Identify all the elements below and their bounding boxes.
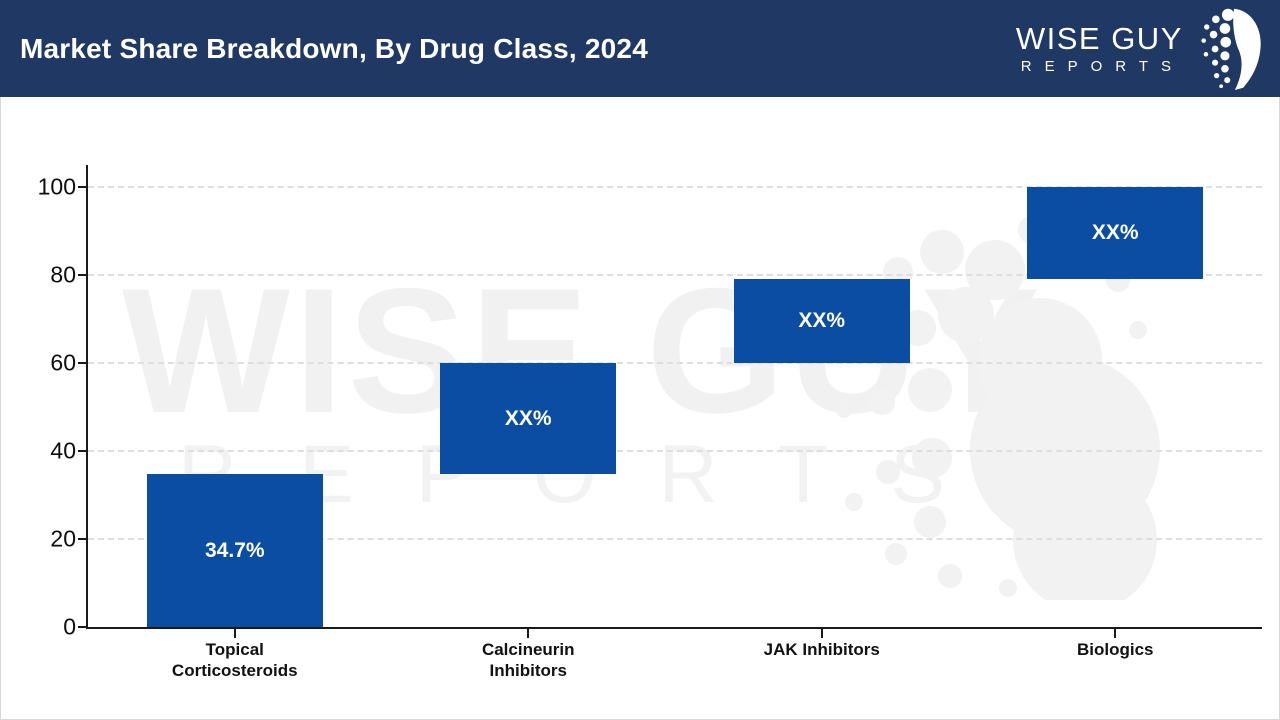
page-title: Market Share Breakdown, By Drug Class, 2… <box>20 32 648 64</box>
brand-subname: REPORTS <box>1020 58 1184 75</box>
watermark-head-icon <box>836 216 1160 600</box>
brand-name: WISE GUY <box>1015 21 1183 56</box>
header-bar: Market Share Breakdown, By Drug Class, 2… <box>0 0 1280 97</box>
logo-head-icon <box>1201 8 1261 90</box>
brand-logo: WISE GUY REPORTS <box>1015 7 1266 91</box>
brand-logo-text: WISE GUY REPORTS <box>1015 23 1184 74</box>
